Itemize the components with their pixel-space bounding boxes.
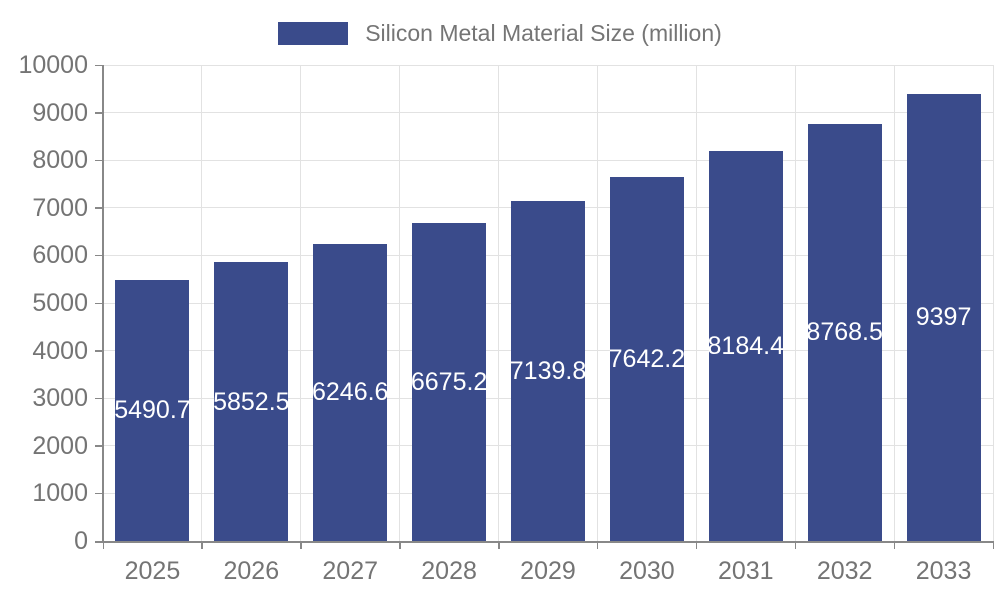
legend-label: Silicon Metal Material Size (million) — [365, 19, 722, 46]
y-axis-tick — [95, 540, 103, 542]
bar-2029[interactable] — [511, 201, 585, 541]
gridline-horizontal — [103, 64, 993, 66]
y-axis-tick-label: 3000 — [32, 384, 88, 413]
y-axis-tick-label: 1000 — [32, 479, 88, 508]
bar-2027[interactable] — [313, 243, 388, 541]
x-axis-tick — [596, 541, 599, 549]
y-axis-tick-label: 4000 — [32, 336, 88, 365]
bar-value-label: 9397 — [915, 303, 972, 332]
bar-2032[interactable] — [807, 123, 882, 541]
y-axis-tick — [95, 397, 103, 400]
x-axis-tick — [498, 541, 500, 549]
y-axis-tick — [95, 492, 103, 495]
y-axis-tick — [95, 112, 103, 114]
y-axis-tick — [95, 159, 103, 162]
bar-2028[interactable] — [412, 223, 487, 541]
y-axis-line — [102, 65, 104, 542]
y-axis-tick-label: 2000 — [32, 431, 88, 460]
bar-2026[interactable] — [214, 262, 289, 541]
gridline-horizontal — [103, 112, 993, 114]
bar-2031[interactable] — [708, 151, 783, 541]
bar-value-label: 6246.6 — [311, 378, 389, 407]
x-axis-tick — [300, 541, 302, 549]
gridline-vertical — [201, 65, 203, 541]
gridline-vertical — [596, 65, 598, 541]
y-axis-tick-label: 9000 — [32, 98, 88, 127]
x-axis-tick-label: 2030 — [619, 557, 675, 585]
x-axis-tick — [102, 541, 104, 549]
bar-2025[interactable] — [115, 279, 190, 541]
y-axis-tick-label: 0 — [74, 527, 88, 555]
y-axis-tick — [95, 254, 103, 257]
gridline-vertical — [399, 65, 401, 541]
x-axis-tick-label: 2033 — [915, 557, 972, 585]
x-axis-tick-label: 2027 — [322, 557, 379, 585]
x-axis-tick — [992, 541, 994, 549]
x-axis-tick-label: 2026 — [223, 557, 280, 585]
y-axis-tick-label: 7000 — [32, 193, 88, 222]
bar-value-label: 8768.5 — [806, 318, 883, 347]
y-axis-tick — [95, 302, 103, 304]
x-axis-tick — [201, 541, 203, 549]
x-axis-tick-label: 2031 — [717, 557, 774, 585]
gridline-vertical — [695, 65, 697, 541]
gridline-vertical — [794, 65, 796, 541]
bar-2033[interactable] — [906, 93, 981, 541]
legend[interactable]: Silicon Metal Material Size (million) — [0, 18, 1000, 48]
x-axis-line — [95, 540, 993, 543]
x-axis-tick — [794, 541, 797, 549]
x-axis-tick-label: 2029 — [520, 557, 576, 585]
bar-value-label: 5490.7 — [114, 396, 191, 425]
y-axis-tick-label: 10000 — [18, 51, 88, 79]
x-axis-tick — [893, 541, 896, 549]
y-axis-tick — [95, 64, 103, 66]
x-axis-tick-label: 2028 — [421, 557, 477, 585]
y-axis-tick — [95, 445, 103, 447]
gridline-horizontal — [103, 159, 993, 161]
x-axis-tick — [695, 541, 698, 549]
legend-swatch-icon — [278, 21, 349, 45]
gridline-vertical — [893, 65, 895, 541]
y-axis-tick-label: 6000 — [32, 241, 88, 270]
y-axis-tick — [95, 350, 103, 352]
x-axis-tick — [399, 541, 401, 549]
x-axis-tick-label: 2025 — [124, 557, 181, 585]
bar-value-label: 7139.8 — [509, 357, 587, 386]
bar-value-label: 6675.2 — [410, 368, 488, 397]
bar-value-label: 7642.2 — [608, 345, 686, 374]
gridline-vertical — [300, 65, 302, 541]
x-axis-tick-label: 2032 — [816, 557, 873, 585]
bar-value-label: 8184.4 — [707, 332, 784, 361]
y-axis-tick-label: 8000 — [32, 146, 88, 175]
y-axis-tick-label: 5000 — [32, 289, 88, 317]
bar-value-label: 5852.5 — [213, 387, 290, 416]
bar-2030[interactable] — [609, 177, 684, 541]
gridline-vertical — [498, 65, 500, 541]
gridline-vertical — [992, 65, 994, 541]
y-axis-tick — [95, 207, 103, 209]
